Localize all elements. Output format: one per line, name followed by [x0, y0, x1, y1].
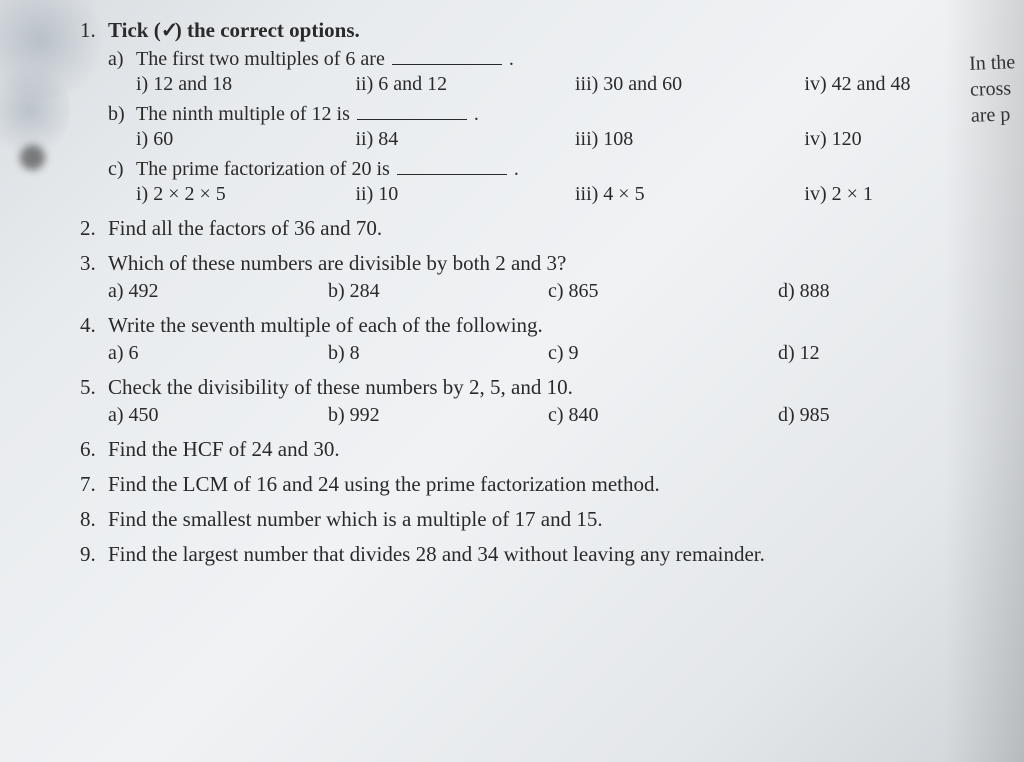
- q9-row: 9. Find the largest number that divides …: [80, 542, 984, 567]
- question-8: 8. Find the smallest number which is a m…: [80, 507, 984, 532]
- q3-number: 3.: [80, 251, 108, 276]
- q4-opt-d: d) 12: [778, 342, 958, 365]
- q5-text: Check the divisibility of these numbers …: [108, 375, 573, 400]
- q5-number: 5.: [80, 375, 108, 400]
- q1-title-a: Tick (: [108, 18, 161, 42]
- q1-title-b: ) the correct options.: [175, 18, 360, 42]
- q6-row: 6. Find the HCF of 24 and 30.: [80, 437, 984, 462]
- q1a-letter: a): [108, 48, 136, 71]
- q7-row: 7. Find the LCM of 16 and 24 using the p…: [80, 472, 984, 497]
- q6-number: 6.: [80, 437, 108, 462]
- q4-number: 4.: [80, 313, 108, 338]
- q1c-options: i) 2 × 2 × 5 ii) 10 iii) 4 × 5 iv) 2 × 1: [136, 183, 984, 206]
- q7-text: Find the LCM of 16 and 24 using the prim…: [108, 472, 660, 497]
- q1b-text-b: .: [469, 103, 479, 125]
- q4-opt-a: a) 6: [108, 342, 328, 365]
- q1a-text-b: .: [504, 48, 514, 70]
- q5-opt-b: b) 992: [328, 404, 548, 427]
- q5-options: a) 450 b) 992 c) 840 d) 985: [108, 404, 984, 427]
- q1a-text: The first two multiples of 6 are .: [136, 47, 514, 71]
- q3-text: Which of these numbers are divisible by …: [108, 251, 566, 276]
- q5-opt-a: a) 450: [108, 404, 328, 427]
- q1b-options: i) 60 ii) 84 iii) 108 iv) 120: [136, 128, 984, 151]
- q1c: c) The prime factorization of 20 is . i)…: [108, 157, 984, 206]
- q9-number: 9.: [80, 542, 108, 567]
- q7-number: 7.: [80, 472, 108, 497]
- q2-row: 2. Find all the factors of 36 and 70.: [80, 216, 984, 241]
- q1a-text-a: The first two multiples of 6 are: [136, 48, 390, 70]
- q1c-text: The prime factorization of 20 is .: [136, 157, 519, 181]
- q5-opt-c: c) 840: [548, 404, 778, 427]
- question-6: 6. Find the HCF of 24 and 30.: [80, 437, 984, 462]
- q1a-opt-iv: iv) 42 and 48: [804, 73, 984, 96]
- q2-number: 2.: [80, 216, 108, 241]
- q1c-opt-iv: iv) 2 × 1: [804, 183, 984, 206]
- q1c-opt-iii: iii) 4 × 5: [575, 183, 804, 206]
- q1b-opt-i: i) 60: [136, 128, 355, 151]
- q3-opt-a: a) 492: [108, 280, 328, 303]
- q2-text: Find all the factors of 36 and 70.: [108, 216, 382, 241]
- blank-line: [397, 157, 507, 175]
- q1c-text-a: The prime factorization of 20 is: [136, 158, 395, 180]
- q4-opt-c: c) 9: [548, 342, 778, 365]
- q5-opt-d: d) 985: [778, 404, 958, 427]
- q4-row: 4. Write the seventh multiple of each of…: [80, 313, 984, 338]
- worksheet-page: 1. Tick ( ) the correct options. a) The f…: [0, 0, 1024, 567]
- question-5: 5. Check the divisibility of these numbe…: [80, 375, 984, 427]
- q1-number: 1.: [80, 18, 108, 43]
- q1a-label: a) The first two multiples of 6 are .: [108, 47, 984, 71]
- question-1: 1. Tick ( ) the correct options. a) The f…: [80, 18, 984, 206]
- blank-line: [392, 47, 502, 65]
- q1b: b) The ninth multiple of 12 is . i) 60 i…: [108, 102, 984, 151]
- q1b-text-a: The ninth multiple of 12 is: [136, 103, 355, 125]
- q1b-label: b) The ninth multiple of 12 is .: [108, 102, 984, 126]
- q1c-text-b: .: [509, 158, 519, 180]
- q1a-opt-ii: ii) 6 and 12: [355, 73, 574, 96]
- q1c-opt-ii: ii) 10: [355, 183, 574, 206]
- q3-opt-d: d) 888: [778, 280, 958, 303]
- q5-row: 5. Check the divisibility of these numbe…: [80, 375, 984, 400]
- q1a-options: i) 12 and 18 ii) 6 and 12 iii) 30 and 60…: [136, 73, 984, 96]
- q1c-label: c) The prime factorization of 20 is .: [108, 157, 984, 181]
- q1c-opt-i: i) 2 × 2 × 5: [136, 183, 355, 206]
- question-2: 2. Find all the factors of 36 and 70.: [80, 216, 984, 241]
- q4-options: a) 6 b) 8 c) 9 d) 12: [108, 342, 984, 365]
- q1b-text: The ninth multiple of 12 is .: [136, 102, 479, 126]
- q1-title-row: 1. Tick ( ) the correct options.: [80, 18, 984, 43]
- question-4: 4. Write the seventh multiple of each of…: [80, 313, 984, 365]
- question-9: 9. Find the largest number that divides …: [80, 542, 984, 567]
- q3-options: a) 492 b) 284 c) 865 d) 888: [108, 280, 984, 303]
- tick-icon: [161, 18, 175, 32]
- q1-title: Tick ( ) the correct options.: [108, 18, 360, 43]
- q8-number: 8.: [80, 507, 108, 532]
- q6-text: Find the HCF of 24 and 30.: [108, 437, 340, 462]
- q1b-opt-iv: iv) 120: [804, 128, 984, 151]
- q4-opt-b: b) 8: [328, 342, 548, 365]
- q8-row: 8. Find the smallest number which is a m…: [80, 507, 984, 532]
- q3-opt-b: b) 284: [328, 280, 548, 303]
- q1b-opt-ii: ii) 84: [355, 128, 574, 151]
- q9-text: Find the largest number that divides 28 …: [108, 542, 765, 567]
- q1c-letter: c): [108, 158, 136, 181]
- question-3: 3. Which of these numbers are divisible …: [80, 251, 984, 303]
- q1b-letter: b): [108, 103, 136, 126]
- q1a-opt-iii: iii) 30 and 60: [575, 73, 804, 96]
- q1a: a) The first two multiples of 6 are . i)…: [108, 47, 984, 96]
- q3-opt-c: c) 865: [548, 280, 778, 303]
- q1a-opt-i: i) 12 and 18: [136, 73, 355, 96]
- q1b-opt-iii: iii) 108: [575, 128, 804, 151]
- q8-text: Find the smallest number which is a mult…: [108, 507, 603, 532]
- question-7: 7. Find the LCM of 16 and 24 using the p…: [80, 472, 984, 497]
- q4-text: Write the seventh multiple of each of th…: [108, 313, 543, 338]
- q3-row: 3. Which of these numbers are divisible …: [80, 251, 984, 276]
- blank-line: [357, 102, 467, 120]
